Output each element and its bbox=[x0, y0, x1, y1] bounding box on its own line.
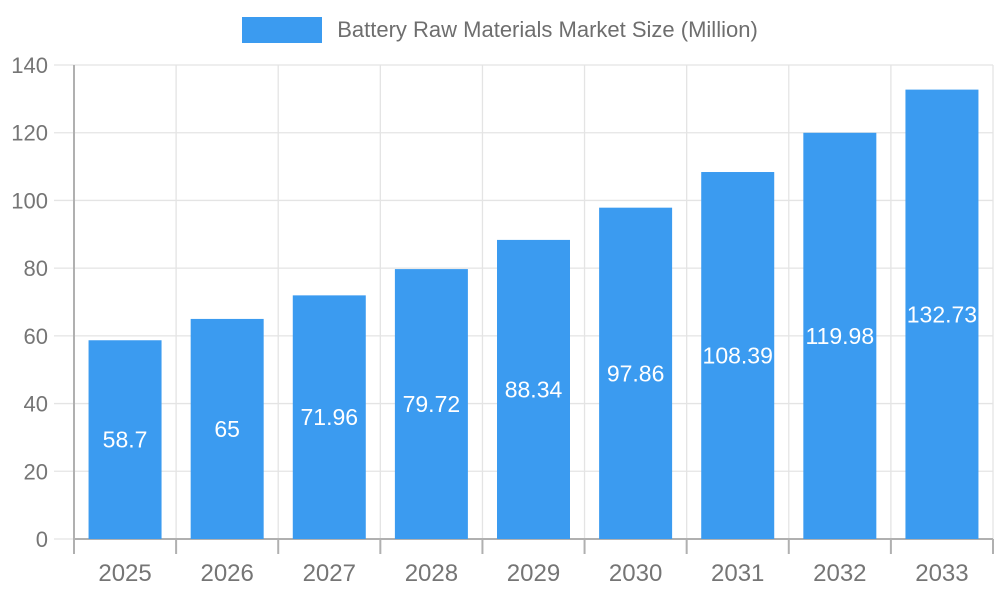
x-tick-label: 2026 bbox=[200, 560, 253, 587]
legend: Battery Raw Materials Market Size (Milli… bbox=[0, 17, 1000, 43]
x-tick-label: 2027 bbox=[303, 560, 356, 587]
legend-swatch[interactable] bbox=[242, 17, 323, 43]
bar[interactable] bbox=[905, 89, 979, 540]
x-tick-label: 2028 bbox=[405, 560, 458, 587]
bar[interactable] bbox=[394, 269, 468, 539]
x-tick-label: 2025 bbox=[98, 560, 151, 587]
bar[interactable] bbox=[599, 207, 673, 539]
bar[interactable] bbox=[88, 340, 162, 539]
bar-value-label: 119.98 bbox=[806, 323, 875, 349]
y-tick-label: 0 bbox=[36, 527, 48, 552]
x-tick-label: 2031 bbox=[711, 560, 764, 587]
y-tick-label: 80 bbox=[24, 256, 48, 281]
y-tick-label: 100 bbox=[11, 188, 48, 213]
bar-value-label: 97.86 bbox=[607, 360, 665, 386]
y-tick-label: 40 bbox=[24, 392, 48, 417]
bar-value-label: 65 bbox=[214, 416, 240, 442]
bar[interactable] bbox=[701, 172, 775, 539]
x-tick-label: 2032 bbox=[813, 560, 866, 587]
bar[interactable] bbox=[803, 132, 877, 540]
bar-value-label: 79.72 bbox=[403, 391, 461, 417]
bar[interactable] bbox=[190, 318, 264, 539]
bar-value-label: 132.73 bbox=[907, 301, 977, 327]
bar-value-label: 71.96 bbox=[300, 404, 358, 430]
x-tick-label: 2030 bbox=[609, 560, 662, 587]
chart-title: Battery Raw Materials Market Size (Milli… bbox=[337, 17, 758, 42]
y-tick-label: 20 bbox=[24, 459, 48, 484]
bar-value-label: 108.39 bbox=[703, 343, 773, 369]
x-tick-label: 2033 bbox=[915, 560, 968, 587]
x-tick-label: 2029 bbox=[507, 560, 560, 587]
y-tick-label: 120 bbox=[11, 121, 48, 146]
bar-value-label: 58.7 bbox=[103, 427, 148, 453]
bar[interactable] bbox=[292, 295, 366, 539]
bar-value-label: 88.34 bbox=[505, 376, 563, 402]
bar[interactable] bbox=[497, 239, 570, 539]
y-tick-label: 60 bbox=[24, 324, 48, 349]
y-tick-label: 140 bbox=[11, 53, 48, 78]
